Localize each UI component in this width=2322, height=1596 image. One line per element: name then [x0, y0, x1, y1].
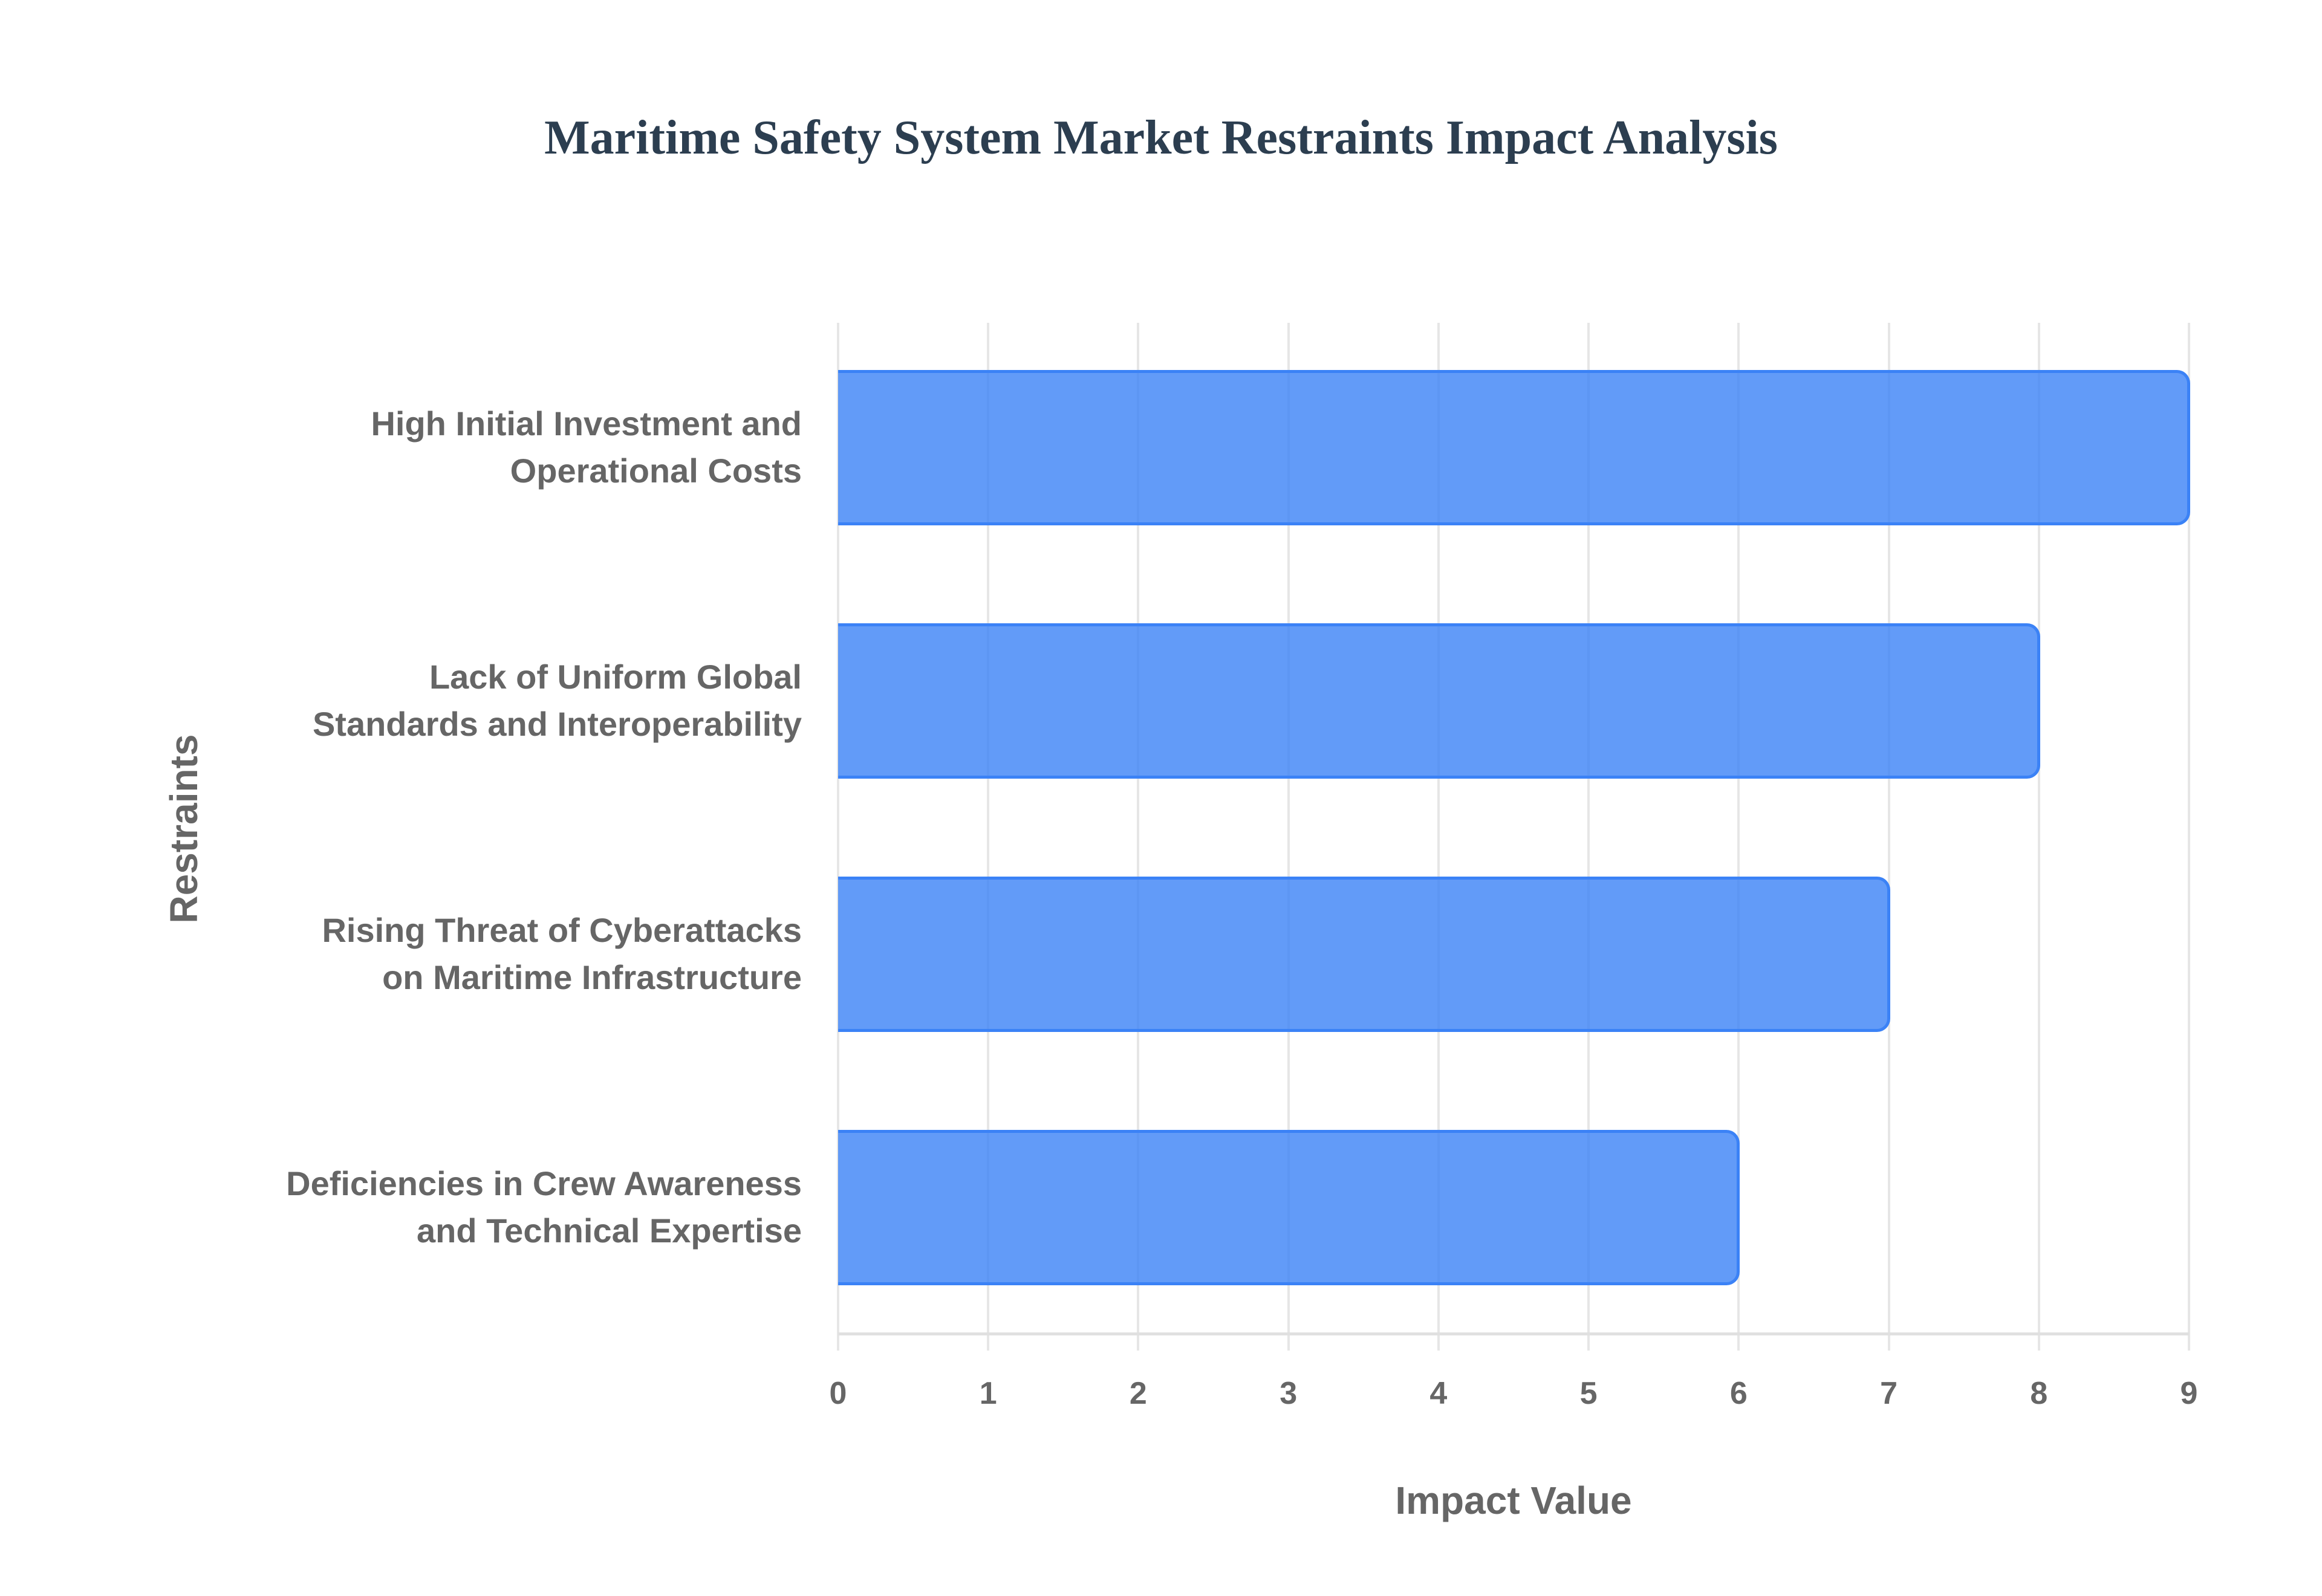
y-tick-label-2: Rising Threat of Cyberattacks on Maritim…: [197, 907, 802, 1001]
x-tick-8: 8: [2030, 1376, 2048, 1411]
x-tick-1: 1: [979, 1376, 997, 1411]
y-tick-label-2-line-1: Rising Threat of Cyberattacks: [322, 911, 802, 949]
y-tick-label-0-line-2: Operational Costs: [510, 452, 802, 490]
x-axis-line: [838, 1332, 2189, 1335]
y-tick-label-1-line-1: Lack of Uniform Global: [429, 658, 802, 696]
bar-0[interactable]: [838, 370, 2190, 525]
x-tick-0: 0: [829, 1376, 847, 1411]
y-axis-title: Restraints: [162, 734, 206, 924]
x-tick-6: 6: [1729, 1376, 1748, 1411]
gridline-5: [1587, 323, 1590, 1351]
x-tick-3: 3: [1280, 1376, 1298, 1411]
y-tick-label-1-line-2: Standards and Interoperability: [312, 705, 802, 743]
bar-2[interactable]: [838, 877, 1890, 1032]
x-tick-7: 7: [1880, 1376, 1898, 1411]
y-tick-label-0: High Initial Investment and Operational …: [197, 400, 802, 495]
gridline-1: [987, 323, 990, 1351]
chart-title: Maritime Safety System Market Restraints…: [544, 111, 1778, 164]
x-axis-title: Impact Value: [1395, 1479, 1632, 1522]
gridline-9: [2188, 323, 2190, 1351]
x-tick-2: 2: [1129, 1376, 1147, 1411]
gridline-0: [837, 323, 839, 1351]
gridline-3: [1287, 323, 1290, 1351]
y-tick-label-3-line-1: Deficiencies in Crew Awareness: [286, 1164, 802, 1202]
y-tick-label-0-line-1: High Initial Investment and: [371, 404, 802, 443]
gridline-7: [1887, 323, 1890, 1351]
gridline-8: [2037, 323, 2040, 1351]
bar-1[interactable]: [838, 623, 2040, 779]
x-tick-9: 9: [2180, 1376, 2198, 1411]
gridline-6: [1737, 323, 1740, 1351]
y-tick-label-3: Deficiencies in Crew Awareness and Techn…: [197, 1160, 802, 1254]
y-tick-label-2-line-2: on Maritime Infrastructure: [382, 958, 802, 996]
x-tick-4: 4: [1429, 1376, 1448, 1411]
y-tick-label-1: Lack of Uniform Global Standards and Int…: [197, 654, 802, 748]
y-tick-label-3-line-2: and Technical Expertise: [417, 1212, 802, 1250]
plot-area: [837, 323, 2190, 1351]
gridline-4: [1437, 323, 1440, 1351]
x-tick-5: 5: [1579, 1376, 1598, 1411]
bar-3[interactable]: [838, 1130, 1740, 1285]
gridline-2: [1137, 323, 1140, 1351]
